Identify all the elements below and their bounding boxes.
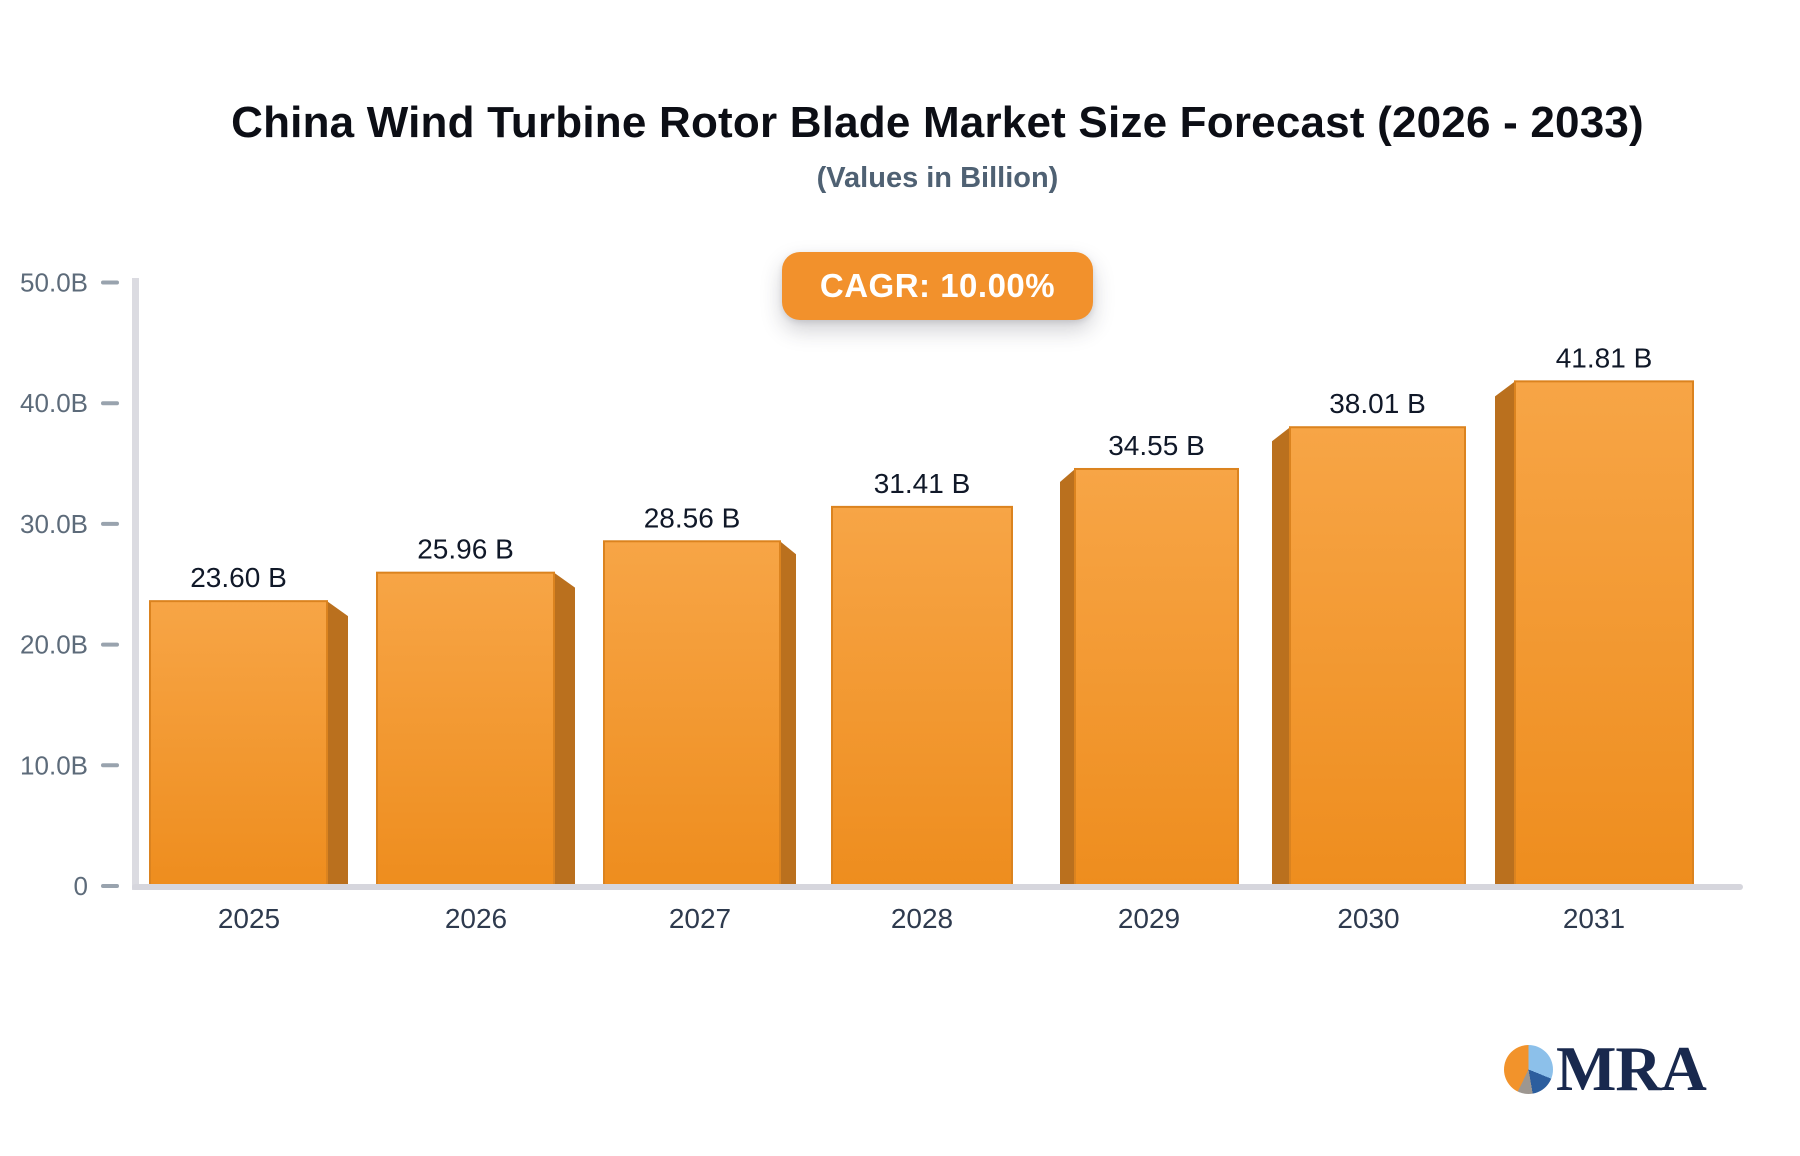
bar-side-face — [327, 601, 348, 886]
y-tick-dash — [101, 280, 119, 285]
y-tick-dash — [101, 884, 119, 888]
bar-value-label: 38.01 B — [1329, 388, 1426, 419]
x-axis-category-label: 2027 — [669, 903, 731, 934]
y-tick-label: 0 — [74, 871, 88, 901]
x-axis-baseline — [132, 884, 1743, 890]
bar-side-face — [780, 541, 796, 886]
bar-group-2028: 31.41 B 2028 — [831, 468, 1013, 934]
y-axis-line — [132, 278, 139, 890]
bar-group-2027: 28.56 B 2027 — [603, 502, 796, 934]
x-axis-category-label: 2029 — [1118, 903, 1180, 934]
cagr-badge-row: CAGR: 10.00% — [75, 252, 1800, 320]
bar-value-label: 41.81 B — [1556, 342, 1653, 373]
bar-group-2026: 25.96 B 2026 — [376, 534, 575, 934]
y-tick-label: 20.0B — [20, 630, 88, 660]
bar-value-label: 31.41 B — [874, 468, 971, 499]
bar-value-label: 23.60 B — [190, 562, 287, 593]
y-tick-label: 30.0B — [20, 509, 88, 539]
x-axis-category-label: 2031 — [1563, 903, 1625, 934]
logo-text: MRA — [1556, 1033, 1707, 1104]
y-tick-label: 40.0B — [20, 388, 88, 418]
chart-title: China Wind Turbine Rotor Blade Market Si… — [231, 98, 1644, 147]
bar-value-label: 25.96 B — [417, 534, 514, 565]
x-axis-category-label: 2026 — [445, 903, 507, 934]
x-axis-category-label: 2028 — [891, 903, 953, 934]
x-axis-category-label: 2025 — [218, 903, 280, 934]
bar-front-face — [831, 505, 1013, 887]
y-tick-label: 50.0B — [20, 268, 88, 298]
bar-side-face — [1060, 468, 1075, 886]
bar-front-face — [603, 540, 781, 888]
brand-logo: MRA — [1504, 1033, 1707, 1104]
cagr-badge: CAGR: 10.00% — [781, 252, 1094, 320]
bar-front-face — [1289, 426, 1466, 887]
bar-side-face — [1495, 381, 1515, 886]
bar-group-2029: 34.55 B 2029 — [1060, 430, 1239, 934]
bar-value-label: 28.56 B — [644, 502, 741, 533]
bar-front-face — [376, 571, 555, 887]
chart-subtitle: (Values in Billion) — [816, 162, 1059, 194]
bar-front-face — [1074, 467, 1239, 887]
pie-chart-logo-icon — [1504, 1044, 1553, 1094]
bar-side-face — [1272, 427, 1290, 886]
y-tick-dash — [101, 642, 119, 647]
bar-side-face — [554, 572, 575, 886]
bar-value-label: 34.55 B — [1108, 430, 1205, 461]
bar-group-2025: 23.60 B 2025 — [149, 562, 348, 934]
bar-group-2030: 38.01 B 2030 — [1272, 388, 1466, 934]
bar-group-2031: 41.81 B 2031 — [1495, 342, 1694, 934]
y-tick-dash — [101, 401, 119, 406]
bar-front-face — [149, 600, 328, 887]
x-axis-category-label: 2030 — [1337, 903, 1399, 934]
y-tick-dash — [101, 521, 119, 526]
y-tick-dash — [101, 763, 119, 768]
bar-front-face — [1514, 380, 1694, 887]
y-tick-label: 10.0B — [20, 750, 88, 780]
